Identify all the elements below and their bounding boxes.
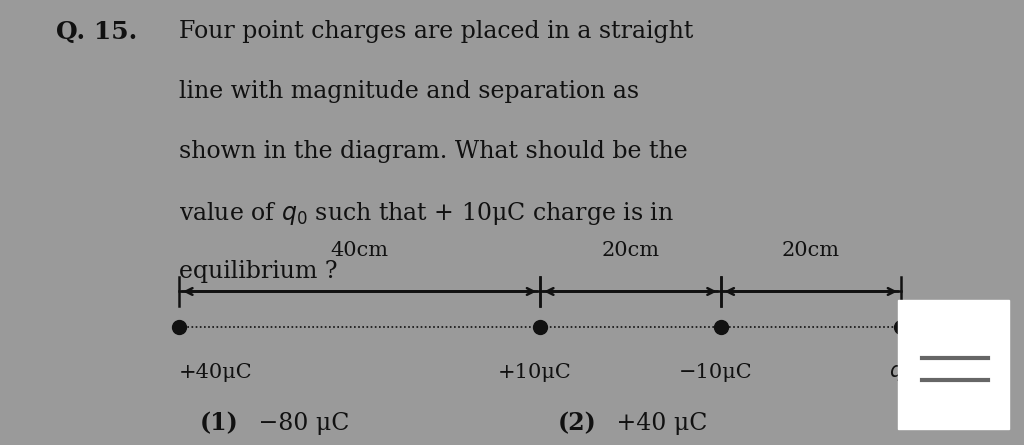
Text: 20cm: 20cm	[601, 241, 659, 260]
Text: value of $q_0$ such that + 10μC charge is in: value of $q_0$ such that + 10μC charge i…	[179, 200, 675, 227]
Text: (1): (1)	[200, 412, 239, 436]
Text: 40cm: 40cm	[331, 241, 389, 260]
Text: +40μC: +40μC	[179, 363, 253, 382]
Text: (2): (2)	[558, 412, 597, 436]
FancyBboxPatch shape	[898, 300, 1009, 429]
Text: 20cm: 20cm	[781, 241, 840, 260]
Text: −80 μC: −80 μC	[251, 412, 349, 435]
Text: shown in the diagram. What should be the: shown in the diagram. What should be the	[179, 140, 688, 163]
Text: $q_0$: $q_0$	[889, 363, 913, 383]
Text: +10μC: +10μC	[498, 363, 572, 382]
Text: Q. 15.: Q. 15.	[56, 20, 137, 44]
Text: +40 μC: +40 μC	[609, 412, 708, 435]
Text: equilibrium ?: equilibrium ?	[179, 260, 338, 283]
Text: line with magnitude and separation as: line with magnitude and separation as	[179, 80, 639, 103]
Text: Four point charges are placed in a straight: Four point charges are placed in a strai…	[179, 20, 693, 43]
Text: −10μC: −10μC	[679, 363, 753, 382]
